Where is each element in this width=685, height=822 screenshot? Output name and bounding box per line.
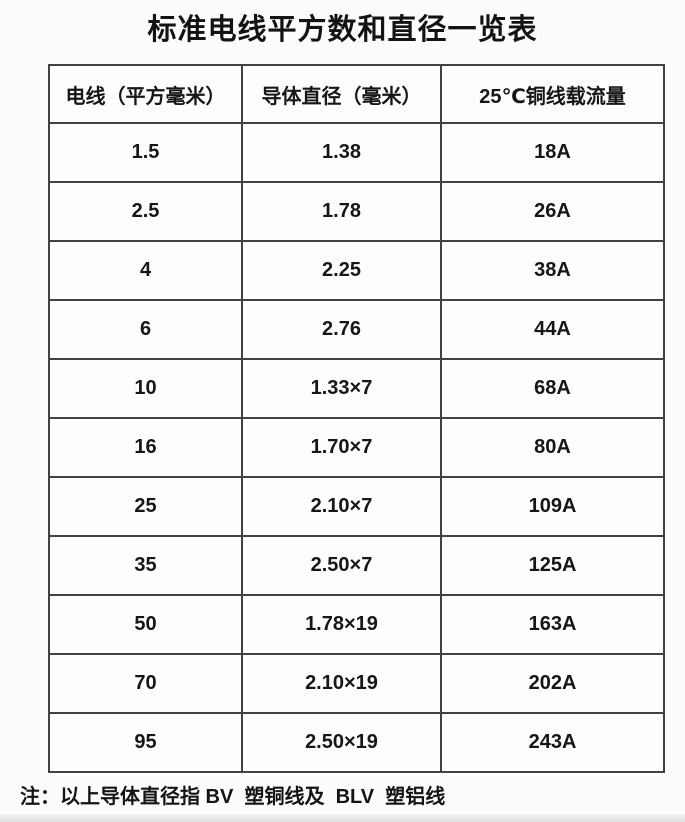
cell-wire-size: 50 [48, 594, 243, 655]
cell-ampacity: 163A [440, 594, 665, 655]
cell-ampacity: 38A [440, 240, 665, 301]
cell-conductor-diameter: 2.10×19 [241, 653, 442, 714]
table-row: 35 2.50×7 125A [48, 535, 665, 596]
cell-ampacity: 202A [440, 653, 665, 714]
cell-conductor-diameter: 2.76 [241, 299, 442, 360]
cell-wire-size: 16 [48, 417, 243, 478]
cell-ampacity: 26A [440, 181, 665, 242]
table-row: 2.5 1.78 26A [48, 181, 665, 242]
table-row: 25 2.10×7 109A [48, 476, 665, 537]
header-cell-conductor-diameter: 导体直径（毫米） [241, 64, 442, 124]
cell-wire-size: 2.5 [48, 181, 243, 242]
table-row: 1.5 1.38 18A [48, 122, 665, 183]
cell-wire-size: 25 [48, 476, 243, 537]
table-row: 10 1.33×7 68A [48, 358, 665, 419]
cell-ampacity: 243A [440, 712, 665, 773]
cell-wire-size: 1.5 [48, 122, 243, 183]
cell-wire-size: 95 [48, 712, 243, 773]
cell-conductor-diameter: 1.70×7 [241, 417, 442, 478]
table-header-row: 电线（平方毫米） 导体直径（毫米） 25℃铜线载流量 [48, 64, 665, 124]
table-row: 70 2.10×19 202A [48, 653, 665, 714]
table-row: 95 2.50×19 243A [48, 712, 665, 773]
table-row: 4 2.25 38A [48, 240, 665, 301]
cell-ampacity: 80A [440, 417, 665, 478]
table-row: 6 2.76 44A [48, 299, 665, 360]
cell-ampacity: 44A [440, 299, 665, 360]
cell-conductor-diameter: 2.25 [241, 240, 442, 301]
cell-wire-size: 10 [48, 358, 243, 419]
cell-conductor-diameter: 1.33×7 [241, 358, 442, 419]
cell-conductor-diameter: 1.38 [241, 122, 442, 183]
cell-ampacity: 18A [440, 122, 665, 183]
cell-conductor-diameter: 2.10×7 [241, 476, 442, 537]
cell-wire-size: 6 [48, 299, 243, 360]
scan-edge-shadow [0, 814, 685, 822]
cell-ampacity: 68A [440, 358, 665, 419]
table-row: 50 1.78×19 163A [48, 594, 665, 655]
cell-conductor-diameter: 2.50×19 [241, 712, 442, 773]
page-title: 标准电线平方数和直径一览表 [147, 14, 538, 46]
footnote: 注：以上导体直径指 BV 塑铜线及 BLV 塑铝线 [20, 786, 446, 808]
wire-size-table: 电线（平方毫米） 导体直径（毫米） 25℃铜线载流量 1.5 1.38 18A … [48, 64, 665, 773]
cell-conductor-diameter: 2.50×7 [241, 535, 442, 596]
cell-conductor-diameter: 1.78 [241, 181, 442, 242]
header-cell-wire-size: 电线（平方毫米） [48, 64, 243, 124]
cell-conductor-diameter: 1.78×19 [241, 594, 442, 655]
cell-wire-size: 35 [48, 535, 243, 596]
table-row: 16 1.70×7 80A [48, 417, 665, 478]
header-cell-ampacity: 25℃铜线载流量 [440, 64, 665, 124]
cell-ampacity: 109A [440, 476, 665, 537]
cell-wire-size: 70 [48, 653, 243, 714]
cell-wire-size: 4 [48, 240, 243, 301]
cell-ampacity: 125A [440, 535, 665, 596]
